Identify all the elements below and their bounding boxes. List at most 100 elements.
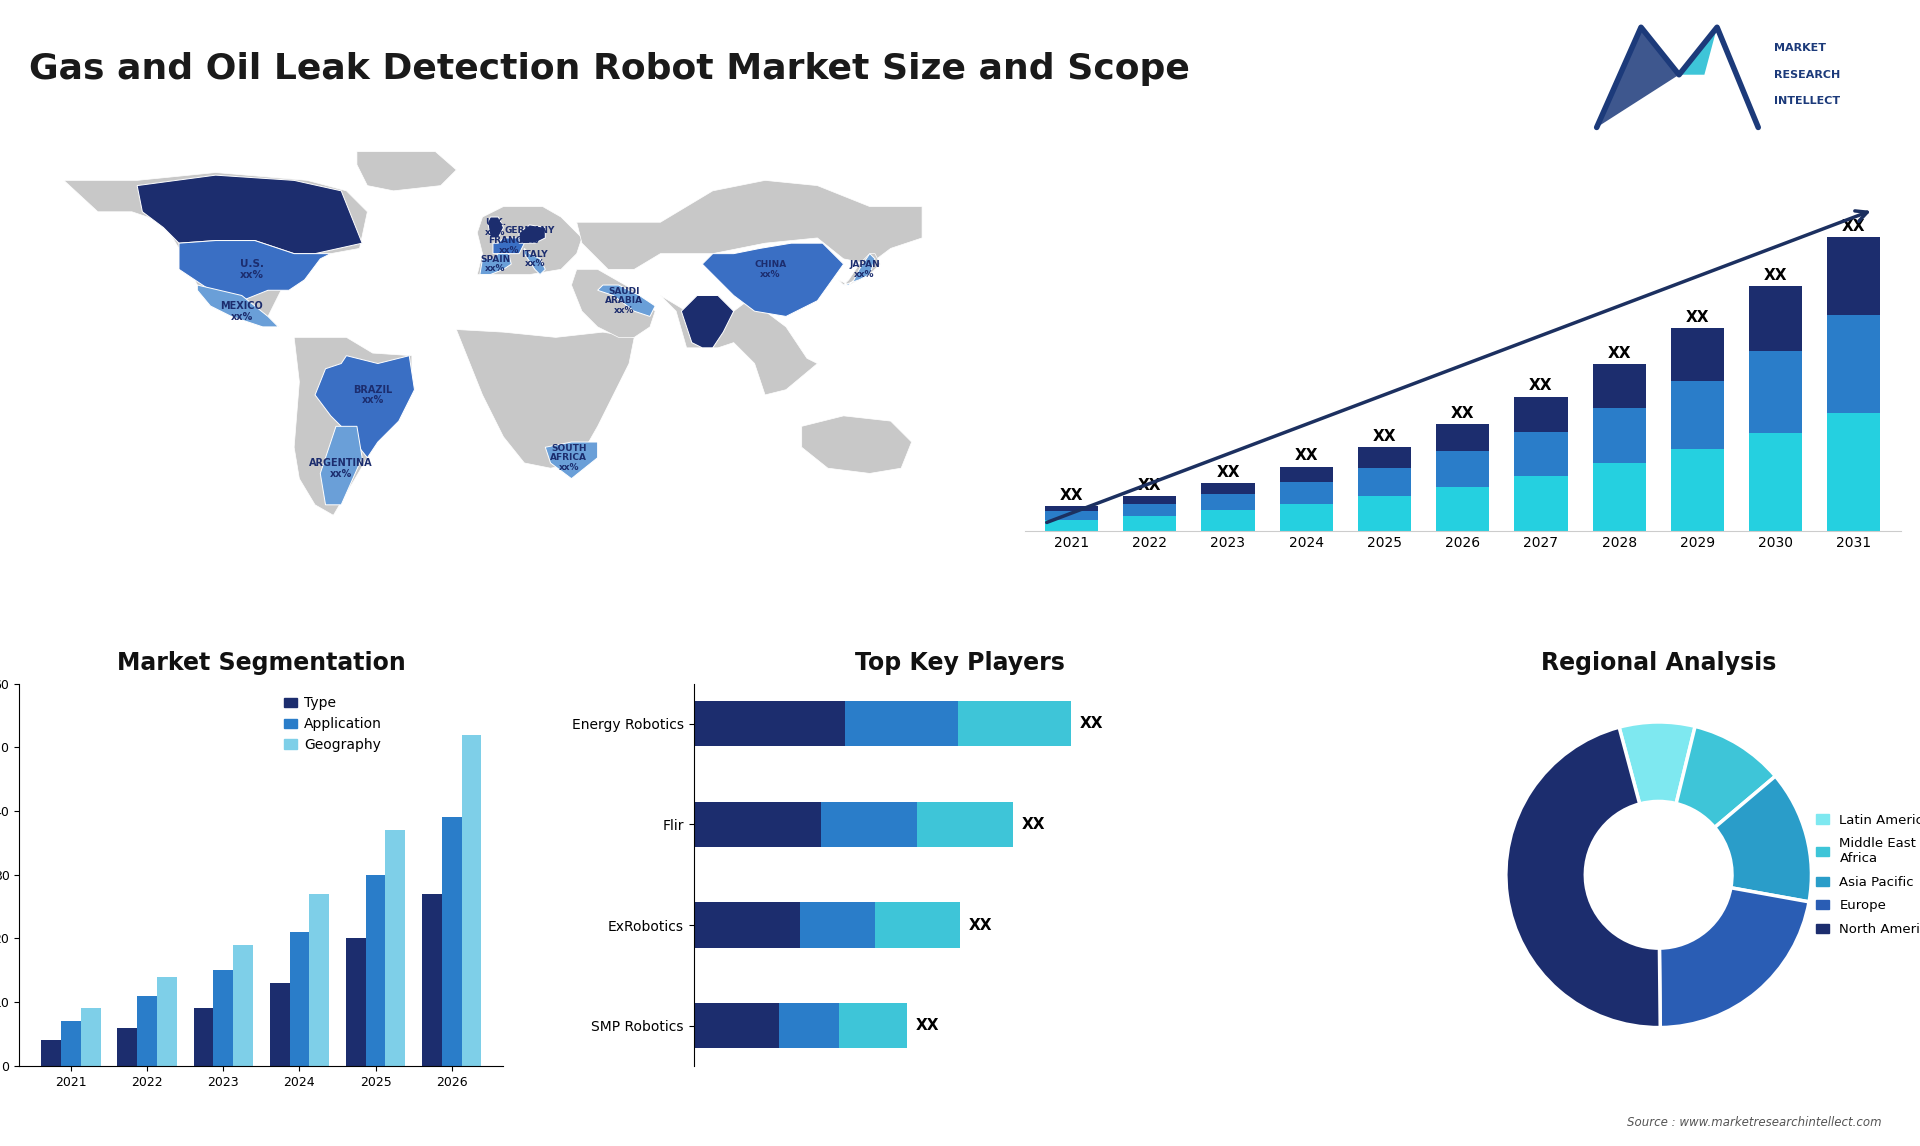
Bar [422, 894, 442, 1066]
Text: XX: XX [1139, 478, 1162, 493]
Bar [1202, 510, 1254, 531]
Legend: Type, Application, Geography: Type, Application, Geography [278, 691, 388, 758]
Bar [839, 1003, 906, 1049]
Bar [1592, 363, 1645, 408]
Text: FRANCE
xx%: FRANCE xx% [488, 236, 528, 256]
Bar [1279, 504, 1332, 531]
Polygon shape [545, 442, 597, 479]
Text: XX: XX [1215, 464, 1240, 480]
Bar [1279, 481, 1332, 504]
Wedge shape [1715, 776, 1811, 902]
Polygon shape [321, 426, 363, 505]
Bar [801, 902, 876, 948]
Bar [386, 830, 405, 1066]
Text: XX: XX [1841, 219, 1866, 234]
Text: XX: XX [916, 1019, 939, 1034]
Bar [822, 802, 918, 847]
Bar [1592, 463, 1645, 531]
Polygon shape [660, 296, 818, 395]
Polygon shape [518, 225, 545, 243]
Bar [876, 902, 960, 948]
Text: CHINA
xx%: CHINA xx% [755, 260, 787, 278]
Polygon shape [136, 175, 363, 253]
Bar [117, 1028, 136, 1066]
Bar [81, 1008, 100, 1066]
Legend: Latin America, Middle East &
Africa, Asia Pacific, Europe, North America: Latin America, Middle East & Africa, Asi… [1811, 808, 1920, 941]
Text: BRAZIL
xx%: BRAZIL xx% [353, 385, 392, 406]
Text: RESEARCH: RESEARCH [1774, 70, 1841, 80]
Bar [693, 802, 822, 847]
Text: Gas and Oil Leak Detection Robot Market Size and Scope: Gas and Oil Leak Detection Robot Market … [29, 52, 1190, 86]
Bar [1749, 286, 1803, 351]
Polygon shape [457, 330, 634, 469]
Text: U.S.
xx%: U.S. xx% [240, 259, 265, 280]
Text: CANADA
xx%: CANADA xx% [217, 196, 267, 217]
Bar [1202, 482, 1254, 494]
Text: XX: XX [1528, 378, 1553, 393]
Text: XX: XX [1607, 346, 1630, 361]
Title: Market Segmentation: Market Segmentation [117, 651, 405, 675]
Bar [918, 802, 1014, 847]
Text: U.K.
xx%: U.K. xx% [486, 218, 507, 237]
Polygon shape [524, 249, 545, 275]
Polygon shape [179, 241, 330, 300]
Bar [1357, 496, 1411, 531]
Bar [1279, 466, 1332, 481]
Bar [1436, 424, 1490, 452]
Bar [1436, 452, 1490, 487]
Polygon shape [315, 355, 415, 457]
Text: GERMANY
xx%: GERMANY xx% [505, 226, 555, 245]
Wedge shape [1659, 888, 1809, 1028]
Polygon shape [1678, 28, 1716, 74]
Wedge shape [1505, 728, 1661, 1028]
Text: XX: XX [1373, 429, 1396, 444]
Text: ARGENTINA
xx%: ARGENTINA xx% [309, 457, 372, 479]
Text: SAUDI
ARABIA
xx%: SAUDI ARABIA xx% [605, 286, 643, 315]
Bar [780, 1003, 839, 1049]
Polygon shape [493, 238, 524, 253]
Bar [693, 902, 801, 948]
Bar [232, 944, 253, 1066]
Bar [269, 983, 290, 1066]
Bar [346, 939, 365, 1066]
Polygon shape [703, 243, 843, 316]
Polygon shape [1597, 28, 1678, 127]
Text: INTELLECT: INTELLECT [1774, 96, 1839, 107]
Text: XX: XX [1079, 716, 1104, 731]
Text: INDIA
xx%: INDIA xx% [695, 307, 724, 325]
Bar [1044, 520, 1098, 531]
Bar [1670, 382, 1724, 449]
Polygon shape [682, 296, 733, 348]
Bar [461, 735, 482, 1066]
Polygon shape [478, 206, 582, 275]
Text: MEXICO
xx%: MEXICO xx% [221, 300, 263, 322]
Bar [194, 1008, 213, 1066]
Text: ITALY
xx%: ITALY xx% [522, 250, 547, 268]
Bar [1515, 477, 1567, 531]
Bar [309, 894, 328, 1066]
Wedge shape [1619, 722, 1695, 804]
Text: XX: XX [970, 918, 993, 933]
Bar [1044, 511, 1098, 520]
Polygon shape [357, 151, 457, 191]
Polygon shape [576, 180, 922, 269]
Bar [693, 1003, 780, 1049]
Text: XX: XX [1764, 268, 1788, 283]
Bar [1357, 447, 1411, 468]
Bar [1828, 315, 1880, 413]
Bar [40, 1041, 61, 1066]
Bar [1828, 237, 1880, 315]
Text: XX: XX [1686, 309, 1709, 324]
Bar [136, 996, 157, 1066]
Text: XX: XX [1452, 406, 1475, 421]
Text: SOUTH
AFRICA
xx%: SOUTH AFRICA xx% [551, 444, 588, 472]
Bar [1515, 397, 1567, 432]
Bar [365, 874, 386, 1066]
Bar [1749, 433, 1803, 531]
Bar [958, 701, 1071, 746]
Polygon shape [843, 253, 876, 285]
Polygon shape [480, 253, 511, 275]
Title: Regional Analysis: Regional Analysis [1542, 651, 1776, 675]
Bar [1436, 487, 1490, 531]
Bar [61, 1021, 81, 1066]
